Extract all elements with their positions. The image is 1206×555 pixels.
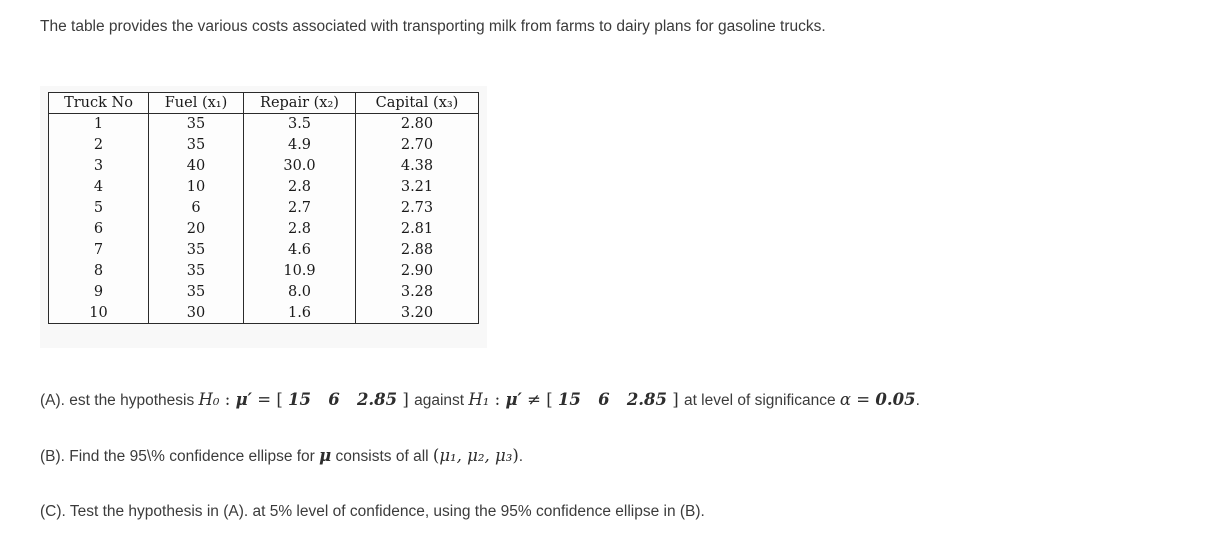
table-cell: 35 (148, 281, 244, 303)
intro-text: The table provides the various costs ass… (40, 18, 826, 35)
cost-table-region: Truck No Fuel (x₁) Repair (x₂) Capital (… (40, 86, 487, 348)
question-segment: . (518, 448, 524, 465)
questions-section: (A). est the hypothesis H₀ : μ′ = [ 15 6… (40, 388, 920, 555)
question-segment: : (219, 390, 236, 409)
table-cell: 35 (148, 134, 244, 156)
table-cell: 10 (148, 176, 244, 198)
table-cell: 1.6 (243, 302, 356, 324)
table-cell: 3 (93, 158, 104, 174)
table-cell: 6 (93, 221, 104, 237)
table-cell: 8 (93, 263, 104, 279)
table-cell: 3.28 (355, 281, 479, 303)
table-cell: 4.38 (355, 155, 479, 177)
table-cell: 1 (93, 116, 104, 133)
table-cell: 2.88 (355, 239, 479, 261)
table-cell: 10 (89, 304, 108, 321)
table-cell: 35 (148, 260, 244, 282)
table-cell: 30.0 (243, 155, 356, 177)
table-cell: 8.0 (243, 281, 356, 303)
question-segment: ( (432, 446, 440, 465)
table-row: 6 20 2.8 2.81 (49, 218, 479, 240)
question-a: (A). est the hypothesis H₀ : μ′ = [ 15 6… (40, 388, 920, 413)
table-cell: 5 (93, 200, 104, 216)
table-cell: 2.70 (355, 134, 479, 156)
table-cell: 10.9 (243, 260, 356, 282)
table-cell: 2.80 (355, 113, 479, 135)
question-segment: H₀ (198, 390, 220, 409)
question-segment: μ (319, 446, 332, 465)
table-cell: 2.7 (243, 197, 356, 219)
table-cell: 2 (93, 137, 104, 153)
question-segment: ≠ [ (521, 390, 558, 409)
table-row: 8 35 10.9 2.90 (49, 260, 479, 282)
table-cell: 20 (148, 218, 244, 240)
table-header-truck-no: Truck No (48, 92, 149, 114)
question-segment: 15 6 2.85 (288, 390, 398, 409)
question-segment: μ₁, μ₂, μ₃ (439, 446, 513, 465)
table-row: 4 10 2.8 3.21 (49, 176, 479, 198)
table-cell: 35 (148, 113, 244, 135)
table-cell: 2.8 (243, 176, 356, 198)
cost-table: Truck No Fuel (x₁) Repair (x₂) Capital (… (48, 92, 479, 324)
table-cell: 4 (93, 179, 104, 195)
table-cell: 30 (148, 302, 244, 324)
table-header-repair: Repair (x₂) (243, 92, 356, 114)
table-cell: 3.21 (355, 176, 479, 198)
question-segment: μ′ (505, 390, 522, 409)
question-segment: 0.05 (875, 390, 916, 409)
table-row: 7 35 4.6 2.88 (49, 239, 479, 261)
table-cell: 7 (93, 242, 104, 258)
table-header-row: Truck No Fuel (x₁) Repair (x₂) Capital (… (48, 92, 479, 114)
question-b: (B). Find the 95\% confidence ellipse fo… (40, 444, 920, 469)
question-segment: H₁ (468, 390, 490, 409)
question-segment: : (489, 390, 506, 409)
table-cell: 35 (148, 239, 244, 261)
question-segment: ] (397, 390, 415, 409)
question-segment: ] (667, 390, 684, 409)
table-row: 5 6 2.7 2.73 (49, 197, 479, 219)
question-segment: ) (512, 446, 519, 465)
question-c: (C). Test the hypothesis in (A). at 5% l… (40, 500, 920, 524)
table-row: 1 35 3.5 2.80 (49, 113, 479, 135)
question-segment: = (851, 390, 876, 409)
table-cell: 4.9 (243, 134, 356, 156)
table-cell: 40 (148, 155, 244, 177)
table-cell: 3.20 (355, 302, 479, 324)
table-cell: 2.8 (243, 218, 356, 240)
question-segment: μ′ (235, 390, 253, 409)
question-segment: 15 6 2.85 (557, 390, 668, 409)
table-header-fuel: Fuel (x₁) (148, 92, 244, 114)
table-cell: 6 (148, 197, 244, 219)
question-segment: (C). Test the hypothesis in (A). at 5% l… (40, 503, 705, 520)
table-row: 2 35 4.9 2.70 (49, 134, 479, 156)
question-segment: against (414, 392, 469, 409)
question-segment: consists of all (331, 448, 433, 465)
table-row: 9 35 8.0 3.28 (49, 281, 479, 303)
question-segment: α (839, 390, 852, 409)
question-segment: = [ (252, 390, 289, 409)
table-cell: 3.5 (243, 113, 356, 135)
table-row: 10 30 1.6 3.20 (49, 302, 479, 324)
table-header-capital: Capital (x₃) (355, 92, 479, 114)
table-cell: 4.6 (243, 239, 356, 261)
question-segment: (B). Find the 95\% confidence ellipse fo… (40, 448, 320, 465)
question-segment: (A). est the hypothesis (40, 392, 199, 409)
table-row: 3 40 30.0 4.38 (49, 155, 479, 177)
table-cell: 2.90 (355, 260, 479, 282)
table-cell: 9 (93, 284, 104, 300)
question-segment: . (915, 392, 920, 409)
question-segment: at level of significance (683, 392, 840, 409)
table-cell: 2.81 (355, 218, 479, 240)
table-body: 1 35 3.5 2.80 2 35 4.9 2.70 3 40 30.0 4.38 4 10 2.8 3.2… (49, 113, 479, 324)
table-cell: 2.73 (355, 197, 479, 219)
